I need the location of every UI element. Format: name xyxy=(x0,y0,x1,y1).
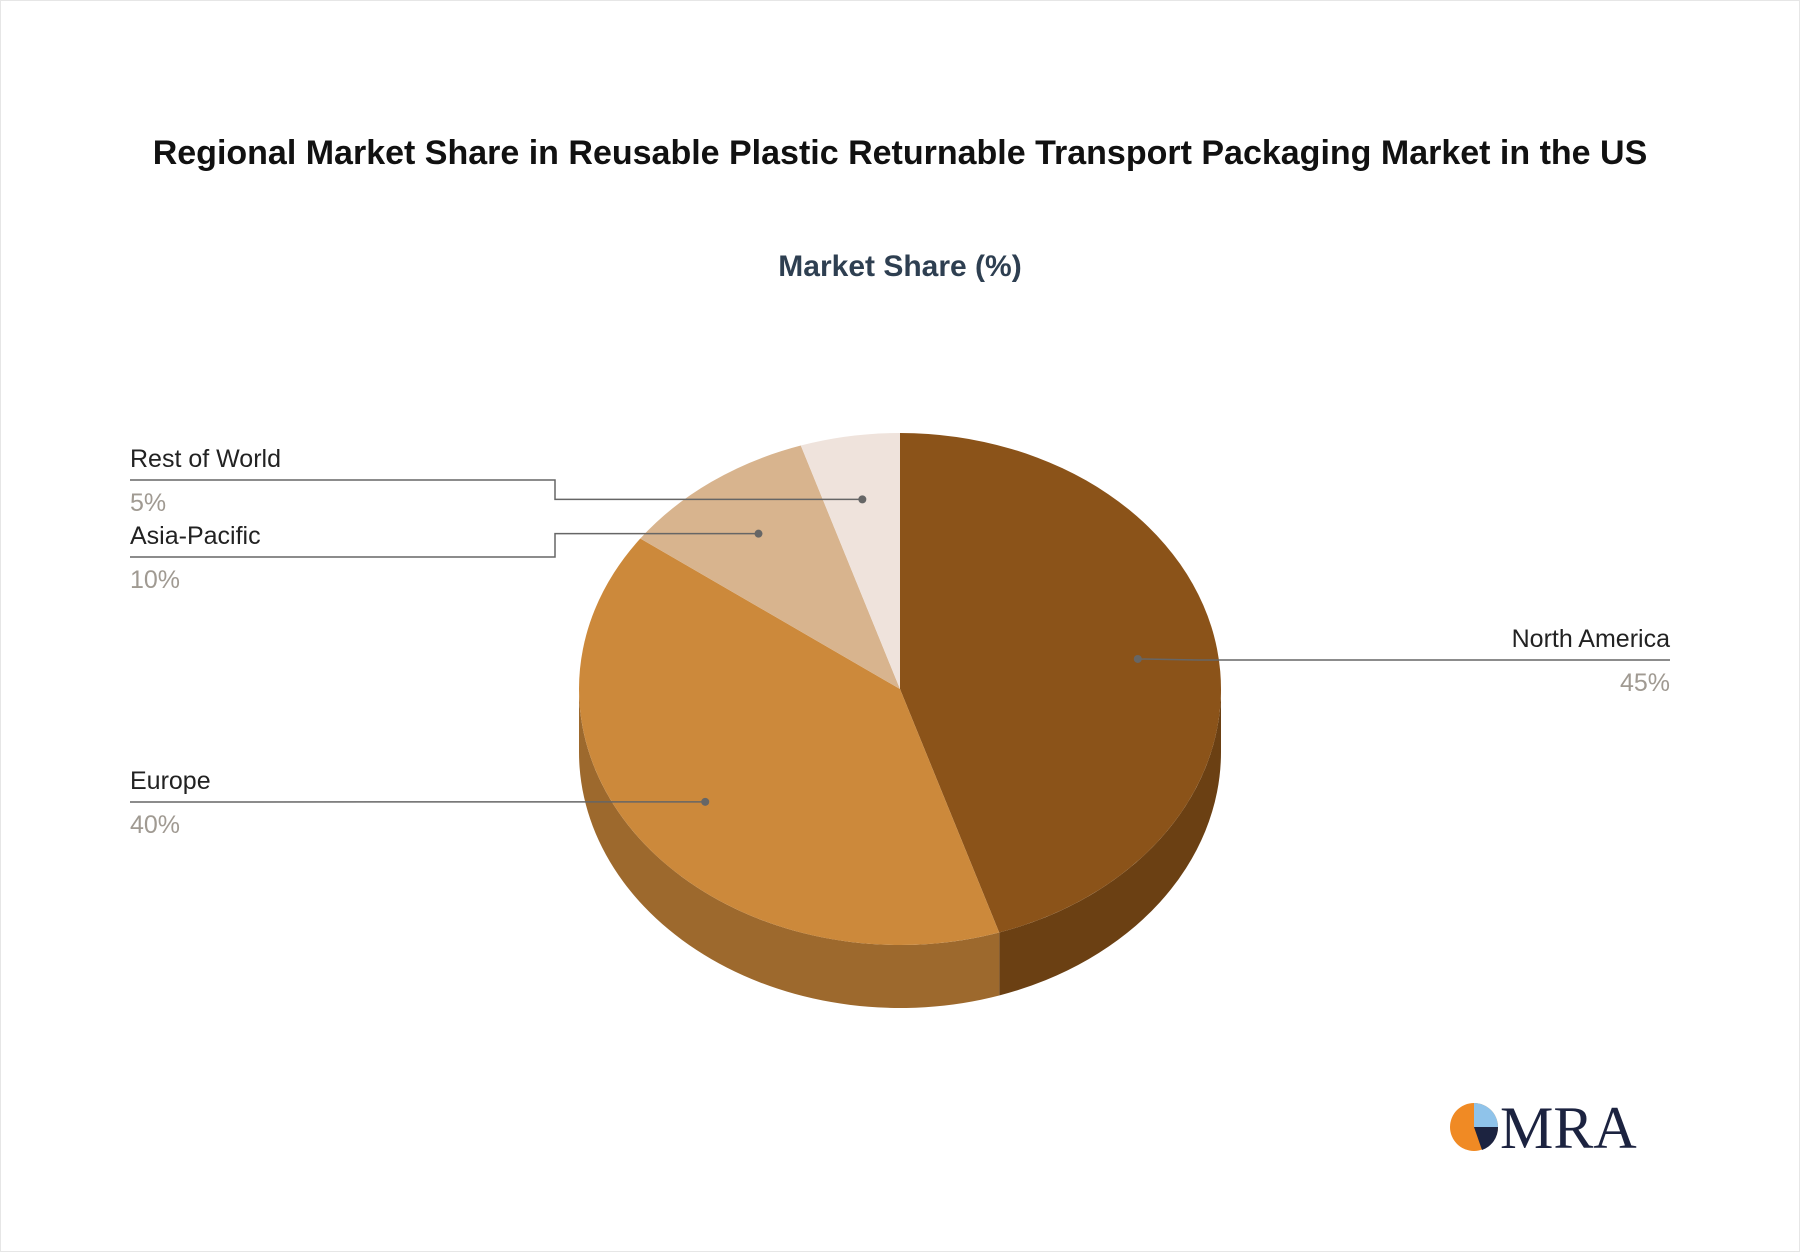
slice-label: Europe xyxy=(130,767,211,795)
pie-slice xyxy=(640,445,900,689)
pie-slice-side xyxy=(999,689,1221,996)
logo: MRA xyxy=(1450,1095,1637,1161)
title-box: Regional Market Share in Reusable Plasti… xyxy=(152,134,1648,172)
chart-subtitle: Market Share (%) xyxy=(778,250,1021,283)
leader-line xyxy=(130,532,759,558)
pie-slice-side xyxy=(578,689,1000,1008)
leader-dot xyxy=(1133,654,1142,663)
logo-text: MRA xyxy=(1500,1095,1637,1161)
logo-icon-part xyxy=(1474,1127,1499,1150)
logo-icon-part xyxy=(1474,1103,1498,1127)
slice-label: North America xyxy=(1512,625,1670,653)
leader-line xyxy=(1137,658,1670,661)
leader-dot xyxy=(858,495,867,504)
leader-dot xyxy=(754,529,763,538)
leader-line xyxy=(130,479,863,501)
slice-value-label: 5% xyxy=(130,489,166,517)
slice-value-label: 45% xyxy=(1620,669,1670,697)
leader-dot xyxy=(701,797,710,806)
slice-label: Asia-Pacific xyxy=(130,522,261,550)
slice-label: Rest of World xyxy=(130,445,281,473)
chart-title: Regional Market Share in Reusable Plasti… xyxy=(152,134,1648,172)
pie-slice xyxy=(800,433,900,689)
slice-value-label: 40% xyxy=(130,811,180,839)
slice-value-label: 10% xyxy=(130,566,180,594)
pie-slice xyxy=(900,433,1221,933)
pie-slice xyxy=(579,538,1000,946)
